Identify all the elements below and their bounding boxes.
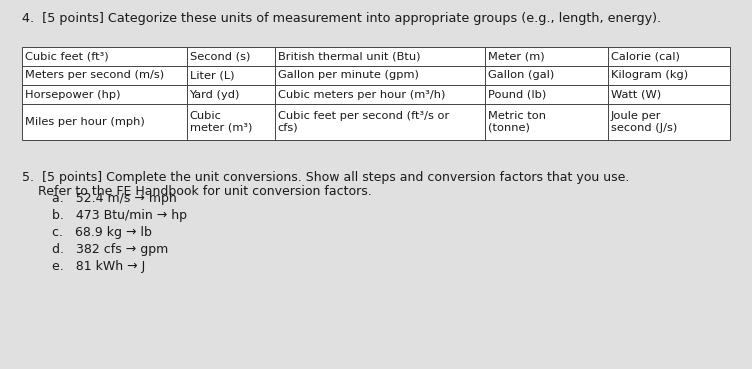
Text: Miles per hour (mph): Miles per hour (mph)	[25, 117, 144, 127]
Text: Gallon per minute (gpm): Gallon per minute (gpm)	[277, 70, 418, 80]
Text: Second (s): Second (s)	[190, 52, 250, 62]
Text: Cubic feet (ft³): Cubic feet (ft³)	[25, 52, 108, 62]
Text: Cubic
meter (m³): Cubic meter (m³)	[190, 111, 252, 133]
Text: c.   68.9 kg → lb: c. 68.9 kg → lb	[52, 226, 152, 239]
Text: Joule per
second (J/s): Joule per second (J/s)	[611, 111, 677, 133]
Text: British thermal unit (Btu): British thermal unit (Btu)	[277, 52, 420, 62]
Text: 5.  [5 points] Complete the unit conversions. Show all steps and conversion fact: 5. [5 points] Complete the unit conversi…	[22, 171, 629, 184]
Text: a.   52.4 m/s → mph: a. 52.4 m/s → mph	[52, 192, 177, 205]
Text: d.   382 cfs → gpm: d. 382 cfs → gpm	[52, 243, 168, 256]
Text: Meters per second (m/s): Meters per second (m/s)	[25, 70, 164, 80]
Text: Kilogram (kg): Kilogram (kg)	[611, 70, 687, 80]
Text: Calorie (cal): Calorie (cal)	[611, 52, 679, 62]
Text: e.   81 kWh → J: e. 81 kWh → J	[52, 260, 145, 273]
Text: Metric ton
(tonne): Metric ton (tonne)	[488, 111, 546, 133]
Text: Meter (m): Meter (m)	[488, 52, 544, 62]
Text: Horsepower (hp): Horsepower (hp)	[25, 90, 120, 100]
Text: Cubic feet per second (ft³/s or
cfs): Cubic feet per second (ft³/s or cfs)	[277, 111, 449, 133]
Text: Yard (yd): Yard (yd)	[190, 90, 240, 100]
Text: 4.  [5 points] Categorize these units of measurement into appropriate groups (e.: 4. [5 points] Categorize these units of …	[22, 12, 661, 25]
Bar	[22, 47, 730, 140]
Text: Cubic meters per hour (m³/h): Cubic meters per hour (m³/h)	[277, 90, 445, 100]
Text: Refer to the FE Handbook for unit conversion factors.: Refer to the FE Handbook for unit conver…	[22, 185, 371, 198]
Text: Liter (L): Liter (L)	[190, 70, 234, 80]
Text: b.   473 Btu/min → hp: b. 473 Btu/min → hp	[52, 209, 187, 222]
Text: Pound (lb): Pound (lb)	[488, 90, 546, 100]
Bar	[22, 47, 730, 140]
Text: Gallon (gal): Gallon (gal)	[488, 70, 554, 80]
Text: Watt (W): Watt (W)	[611, 90, 661, 100]
